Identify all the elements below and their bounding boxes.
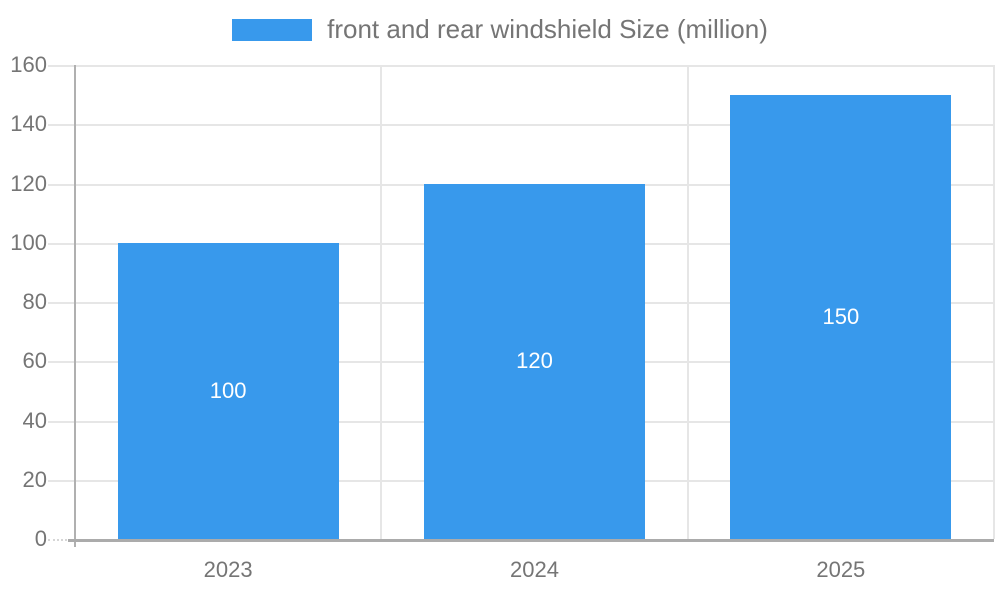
bar-value-label: 150 (822, 303, 860, 329)
y-axis-tick-label: 60 (22, 348, 47, 374)
bar-2025[interactable]: 150 (730, 94, 952, 539)
y-axis-tick-label: 20 (22, 466, 47, 492)
y-axis-tick-label: 40 (22, 407, 47, 433)
legend-swatch (232, 18, 313, 41)
y-axis-tick-label: 140 (10, 111, 47, 137)
chart-legend: front and rear windshield Size (million) (0, 14, 1000, 45)
bar-2024[interactable]: 120 (424, 183, 645, 539)
plot-area: 0 20 40 60 80 100 120 140 160 100 120 150 2023 2024 20… (10, 52, 995, 582)
bar-value-label: 100 (209, 377, 247, 403)
gridline-horizontal (48, 124, 994, 127)
x-axis-tick-label: 2024 (510, 557, 559, 582)
y-axis-tick-label: 80 (22, 289, 47, 314)
y-axis-tick-label: 120 (10, 170, 47, 196)
x-axis-tick-label: 2025 (816, 557, 866, 582)
y-axis-tick-label: 100 (10, 229, 47, 255)
bar-2023[interactable]: 100 (117, 242, 339, 539)
y-axis-line (74, 65, 76, 547)
gridline-horizontal (48, 65, 994, 67)
gridline-vertical (993, 65, 995, 539)
x-axis-line (68, 539, 994, 542)
y-tick-zero (48, 539, 75, 541)
bar-value-label: 120 (516, 348, 553, 374)
gridline-vertical (380, 65, 383, 539)
legend-label: front and rear windshield Size (million) (327, 14, 768, 44)
x-axis-tick-label: 2023 (203, 557, 253, 582)
y-axis-tick-label: 160 (10, 52, 47, 77)
gridline-vertical (686, 65, 689, 539)
y-axis-tick-label: 0 (34, 526, 47, 551)
